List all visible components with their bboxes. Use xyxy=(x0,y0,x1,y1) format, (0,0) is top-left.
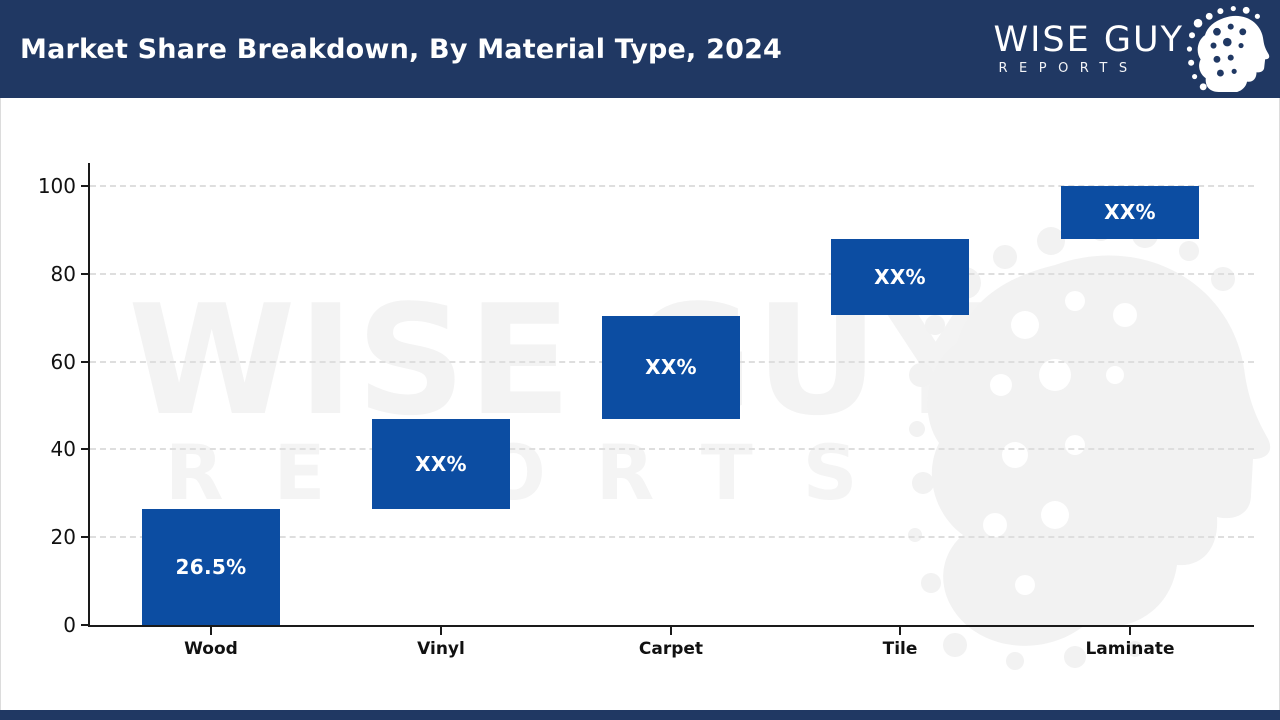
y-axis-tick-label-40: 40 xyxy=(50,437,76,462)
bar-value-label: XX% xyxy=(1104,200,1156,225)
y-axis-line xyxy=(88,163,90,627)
x-axis-label-laminate: Laminate xyxy=(1085,639,1175,659)
gridline-20 xyxy=(90,536,1254,539)
x-axis-tick-tile xyxy=(899,627,901,635)
bar-laminate: XX% xyxy=(1061,186,1199,239)
bar-carpet: XX% xyxy=(602,315,740,419)
y-axis-tick-60 xyxy=(81,360,90,363)
y-axis-tick-40 xyxy=(81,448,90,451)
bar-tile: XX% xyxy=(831,238,969,316)
bar-value-label: XX% xyxy=(874,265,926,290)
brand-logo-text: WISE GUY REPORTS xyxy=(993,22,1184,76)
x-axis-label-carpet: Carpet xyxy=(638,639,704,659)
brand-subtitle: REPORTS xyxy=(998,61,1139,76)
x-axis-label-tile: Tile xyxy=(882,639,918,659)
y-axis-tick-80 xyxy=(81,272,90,275)
x-axis-label-wood: Wood xyxy=(184,639,238,659)
y-axis-tick-label-100: 100 xyxy=(37,174,76,198)
x-axis-tick-vinyl xyxy=(440,627,442,635)
gridline-80 xyxy=(90,272,1254,275)
x-axis-label-vinyl: Vinyl xyxy=(417,639,465,659)
y-axis-tick-label-80: 80 xyxy=(50,261,76,286)
header-bar: Market Share Breakdown, By Material Type… xyxy=(0,0,1280,98)
y-axis-tick-label-60: 60 xyxy=(50,349,76,374)
x-axis-tick-laminate xyxy=(1129,627,1131,635)
brand-name: WISE GUY xyxy=(993,20,1184,60)
brand-face-icon xyxy=(1186,6,1270,92)
y-axis-tick-label-20: 20 xyxy=(50,525,76,550)
bar-value-label: XX% xyxy=(645,355,697,380)
x-axis-tick-wood xyxy=(210,627,212,635)
bar-value-label: 26.5% xyxy=(175,554,247,579)
bar-wood: 26.5% xyxy=(142,508,280,625)
x-axis-tick-carpet xyxy=(670,627,672,635)
brand-logo: WISE GUY REPORTS xyxy=(993,0,1272,98)
bar-vinyl: XX% xyxy=(372,418,510,509)
bar-value-label: XX% xyxy=(415,451,467,476)
x-axis-line xyxy=(88,625,1254,627)
y-axis-tick-0 xyxy=(81,624,90,626)
watermark-reports-text: REPORTS xyxy=(165,428,908,517)
y-axis-tick-100 xyxy=(81,185,90,187)
page-title: Market Share Breakdown, By Material Type… xyxy=(20,33,783,65)
gridline-40 xyxy=(90,448,1254,451)
gridline-100 xyxy=(90,185,1254,187)
y-axis-tick-20 xyxy=(81,536,90,539)
y-axis-tick-label-0: 0 xyxy=(63,613,76,637)
footer-bar xyxy=(0,710,1280,720)
